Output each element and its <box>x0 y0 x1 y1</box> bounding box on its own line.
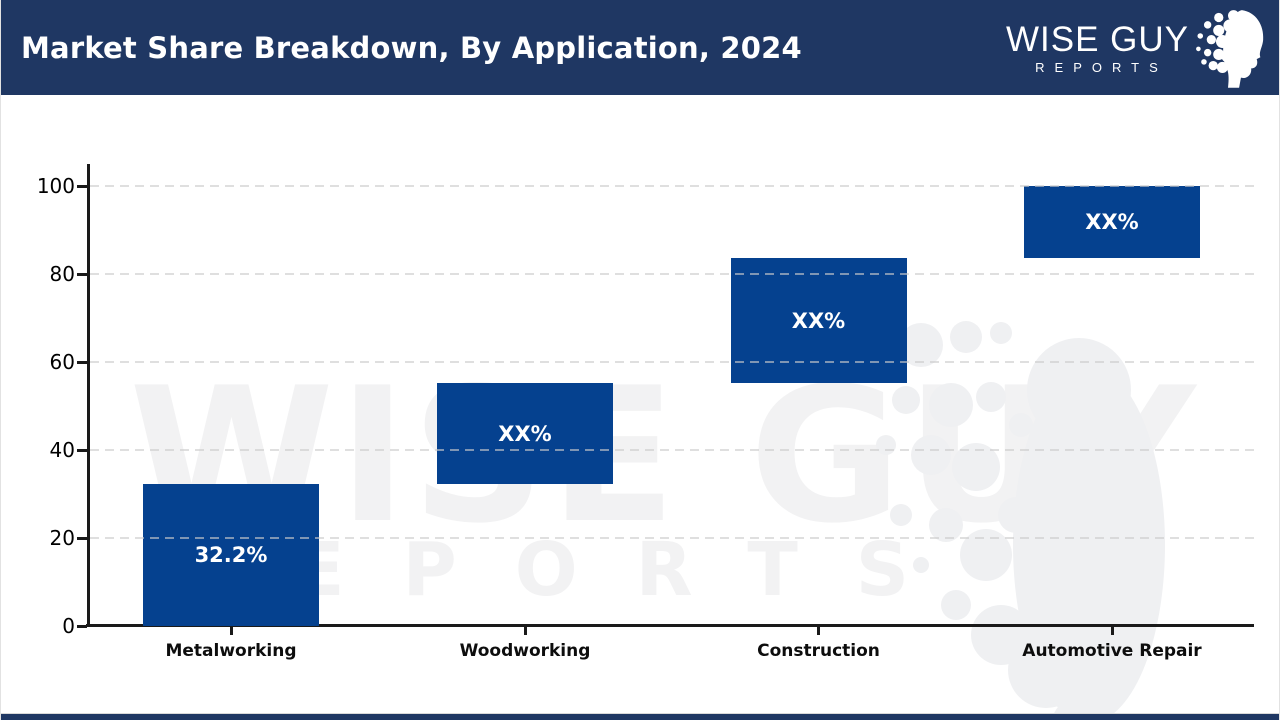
bar-metalworking: 32.2% <box>143 484 319 626</box>
bar-value-label: XX% <box>1085 210 1139 235</box>
y-tick-mark <box>77 536 87 540</box>
bar-woodworking: XX% <box>437 383 613 485</box>
y-tick-mark <box>77 272 87 276</box>
bar-value-label: XX% <box>791 308 846 333</box>
gridline <box>90 449 1259 451</box>
y-tick-mark <box>77 624 87 628</box>
y-tick-mark <box>77 448 87 452</box>
x-category-label: Woodworking <box>459 641 591 661</box>
footer-divider <box>1 713 1279 714</box>
y-tick-label: 20 <box>49 526 75 550</box>
x-tick-mark <box>1110 627 1114 635</box>
y-tick-label: 0 <box>62 614 75 638</box>
x-axis-line <box>86 624 1254 627</box>
gridline <box>90 185 1259 187</box>
x-tick-mark <box>523 627 527 635</box>
x-category-label: Automotive Repair <box>1022 641 1202 661</box>
bar-value-label: 32.2% <box>194 543 268 568</box>
bar-value-label: XX% <box>498 421 552 446</box>
x-tick-mark <box>817 627 820 635</box>
logo-face-icon <box>1196 9 1264 88</box>
x-tick-mark <box>229 627 233 635</box>
bar-automotive-repair: XX% <box>1024 186 1200 259</box>
header-bar: Market Share Breakdown, By Application, … <box>1 0 1279 95</box>
x-category-label: Construction <box>757 641 880 661</box>
bar-construction: XX% <box>730 258 907 384</box>
footer-bar <box>1 714 1279 720</box>
y-tick-mark <box>77 360 87 364</box>
x-category-label: Metalworking <box>165 641 297 661</box>
logo-subtext: REPORTS <box>1035 59 1168 75</box>
y-axis-line <box>87 164 90 627</box>
gridline <box>90 361 1259 363</box>
brand-logo: WISE GUY REPORTS <box>1006 5 1265 91</box>
logo-wordmark: WISE GUY <box>1005 19 1189 59</box>
y-tick-label: 100 <box>36 174 75 198</box>
brand-logo-text: WISE GUY REPORTS <box>1006 22 1189 74</box>
watermark-face-pattern <box>876 321 1165 720</box>
y-tick-label: 80 <box>49 262 75 286</box>
y-tick-mark <box>77 184 87 188</box>
page-title: Market Share Breakdown, By Application, … <box>21 30 802 65</box>
chart-area: WISE GUY REPORTS 0 20 40 60 80 100 32.2% XX% XX%… <box>1 95 1279 720</box>
gridline <box>90 537 1259 539</box>
y-tick-label: 40 <box>49 438 75 462</box>
y-tick-label: 60 <box>49 350 75 374</box>
gridline <box>90 273 1259 275</box>
